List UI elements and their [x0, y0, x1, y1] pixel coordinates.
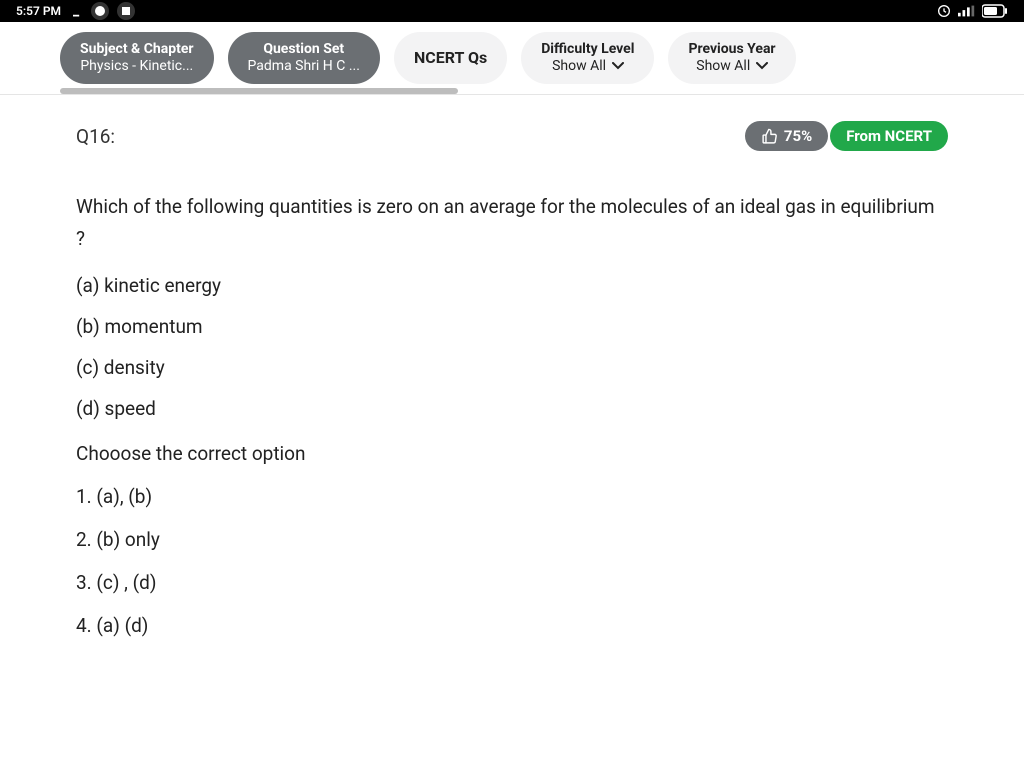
answer-choice[interactable]: 1. (a), (b)	[76, 485, 948, 508]
filter-ncert-qs[interactable]: NCERT Qs	[394, 32, 507, 84]
battery-icon	[982, 4, 1008, 18]
filter-value-text: Show All	[552, 58, 606, 74]
phone-status-bar: 5:57 PM _	[0, 0, 1024, 22]
filter-label: Difficulty Level	[541, 41, 634, 59]
list-item: (c) density	[76, 356, 948, 379]
chevron-down-icon	[756, 58, 768, 74]
list-item: (b) momentum	[76, 315, 948, 338]
rotation-lock-icon	[936, 3, 952, 19]
filter-label: NCERT Qs	[414, 48, 487, 68]
status-divider: _	[73, 3, 79, 19]
filter-value: Show All	[552, 58, 623, 76]
like-badge[interactable]: 75%	[745, 121, 828, 151]
question-panel: Q16: 75% From NCERT Which of the followi…	[0, 95, 1024, 677]
status-time: 5:57 PM	[16, 4, 61, 18]
filter-label: Previous Year	[688, 41, 775, 59]
filter-question-set[interactable]: Question Set Padma Shri H C ...	[228, 32, 380, 84]
status-app-icon	[91, 2, 109, 20]
filter-label: Subject & Chapter	[80, 41, 194, 59]
choose-label: Chooose the correct option	[76, 442, 948, 465]
chevron-down-icon	[612, 58, 624, 74]
horizontal-scroll-indicator	[60, 88, 458, 94]
question-badges: 75% From NCERT	[745, 121, 948, 151]
status-left: 5:57 PM _	[16, 2, 135, 20]
filter-label: Question Set	[263, 41, 344, 59]
answer-choice[interactable]: 2. (b) only	[76, 528, 948, 551]
status-right	[936, 3, 1008, 19]
filter-value: Show All	[696, 58, 767, 76]
filter-subject-chapter[interactable]: Subject & Chapter Physics - Kinetic...	[60, 32, 214, 84]
answer-choice[interactable]: 4. (a) (d)	[76, 614, 948, 637]
thumbs-up-icon	[761, 128, 778, 145]
like-percent: 75%	[784, 127, 812, 145]
question-header-row: Q16: 75% From NCERT	[76, 121, 948, 151]
list-item: (d) speed	[76, 397, 948, 420]
question-text: Which of the following quantities is zer…	[76, 191, 948, 256]
filter-row: Subject & Chapter Physics - Kinetic... Q…	[0, 22, 1024, 95]
filter-value-text: Show All	[696, 58, 750, 74]
answer-choices-list: 1. (a), (b) 2. (b) only 3. (c) , (d) 4. …	[76, 485, 948, 637]
list-item: (a) kinetic energy	[76, 274, 948, 297]
signal-icon	[958, 5, 976, 17]
filter-value: Padma Shri H C ...	[248, 58, 360, 76]
filter-previous-year[interactable]: Previous Year Show All	[668, 32, 795, 84]
filter-value: Physics - Kinetic...	[80, 58, 193, 76]
answer-choice[interactable]: 3. (c) , (d)	[76, 571, 948, 594]
source-badge[interactable]: From NCERT	[830, 121, 948, 151]
status-app-icon-2	[117, 2, 135, 20]
question-id: Q16:	[76, 125, 115, 148]
filter-difficulty[interactable]: Difficulty Level Show All	[521, 32, 654, 84]
source-badge-text: From NCERT	[846, 127, 932, 145]
quantity-options-list: (a) kinetic energy (b) momentum (c) dens…	[76, 274, 948, 420]
